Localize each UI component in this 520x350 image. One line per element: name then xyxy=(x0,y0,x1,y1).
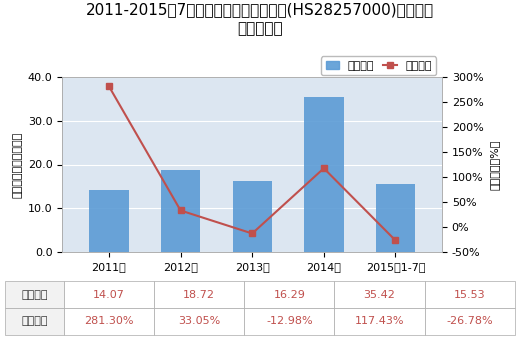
Text: 2011-2015年7月钼的氧化物及氢氧化物(HS28257000)出口总额
及增速统计: 2011-2015年7月钼的氧化物及氢氧化物(HS28257000)出口总额 及… xyxy=(86,2,434,36)
Legend: 出口金额, 同比增长: 出口金额, 同比增长 xyxy=(321,56,436,75)
Y-axis label: 出口金额（百万美元）: 出口金额（百万美元） xyxy=(12,131,22,198)
Bar xyxy=(376,184,415,252)
Bar xyxy=(232,181,272,252)
Y-axis label: 同比增长（%）: 同比增长（%） xyxy=(489,139,499,190)
Bar xyxy=(304,97,344,252)
Bar xyxy=(89,190,128,252)
Bar xyxy=(161,170,200,252)
